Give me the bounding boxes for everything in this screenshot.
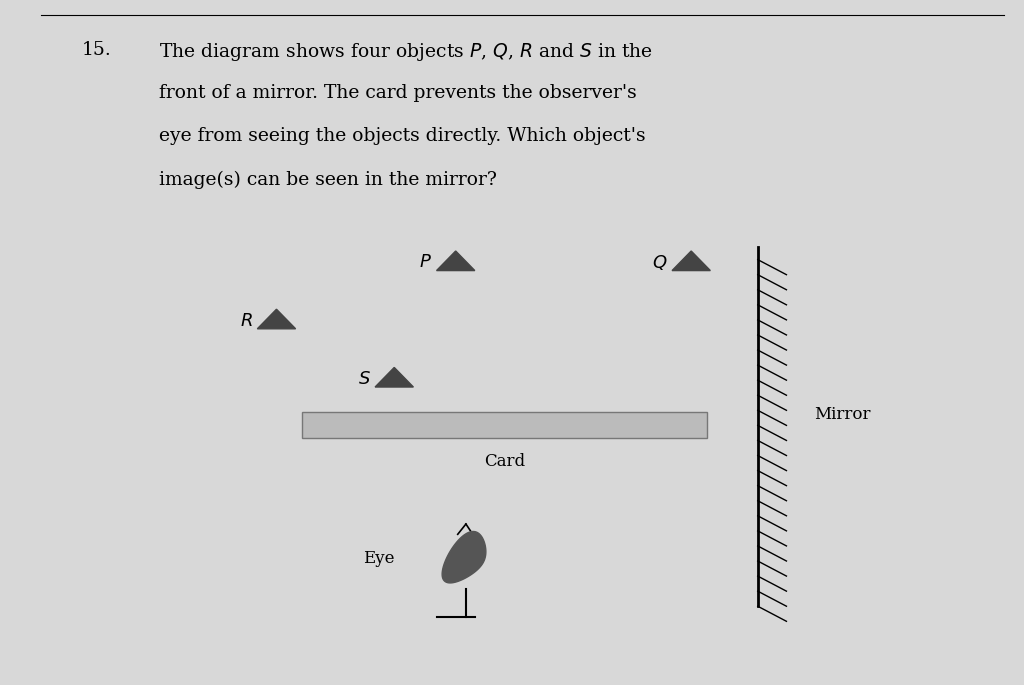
- Text: $\mathit{P}$: $\mathit{P}$: [419, 253, 432, 271]
- Bar: [302, 412, 707, 438]
- Text: $\mathit{S}$: $\mathit{S}$: [357, 370, 371, 388]
- Polygon shape: [375, 367, 414, 387]
- Text: $\mathit{Q}$: $\mathit{Q}$: [652, 253, 668, 272]
- Polygon shape: [436, 251, 475, 271]
- Polygon shape: [257, 309, 296, 329]
- Text: eye from seeing the objects directly. Which object's: eye from seeing the objects directly. Wh…: [159, 127, 645, 145]
- Polygon shape: [442, 532, 485, 583]
- Text: 15.: 15.: [82, 41, 112, 59]
- Text: front of a mirror. The card prevents the observer's: front of a mirror. The card prevents the…: [159, 84, 637, 102]
- Polygon shape: [672, 251, 711, 271]
- Text: $\mathit{R}$: $\mathit{R}$: [240, 312, 253, 329]
- Text: The diagram shows four objects $\mathit{P}$, $\mathit{Q}$, $\mathit{R}$ and $\ma: The diagram shows four objects $\mathit{…: [159, 41, 652, 63]
- Text: image(s) can be seen in the mirror?: image(s) can be seen in the mirror?: [159, 171, 497, 189]
- Text: Eye: Eye: [362, 550, 394, 566]
- Text: Card: Card: [484, 453, 525, 471]
- Text: Mirror: Mirror: [814, 406, 870, 423]
